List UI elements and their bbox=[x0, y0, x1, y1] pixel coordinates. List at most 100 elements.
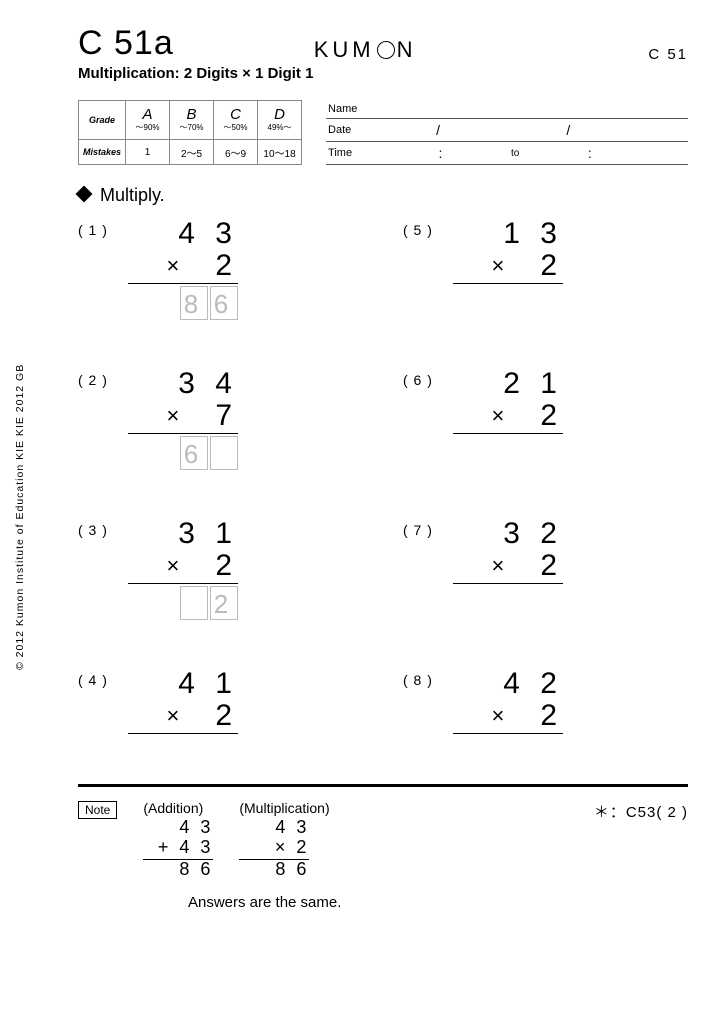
multiplication-example: (Multiplication) 4 3 × 2 8 6 bbox=[239, 801, 329, 880]
problem-body: 1 3×2 bbox=[453, 218, 563, 284]
grade-col-b: B bbox=[174, 107, 209, 122]
problem: ( 6 ) 2 1×2 bbox=[403, 368, 688, 470]
time-line[interactable]: Time : to : bbox=[326, 142, 688, 165]
to-label: to bbox=[511, 148, 519, 159]
mist-a: 1 bbox=[126, 140, 170, 165]
problem: ( 8 ) 4 2×2 bbox=[403, 668, 688, 734]
times-icon: × bbox=[491, 253, 510, 278]
problem-number: ( 5 ) bbox=[403, 218, 443, 238]
multiplier-row: ×2 bbox=[453, 250, 563, 282]
times-icon: × bbox=[491, 403, 510, 428]
slash-2: / bbox=[506, 122, 630, 138]
multiplicand: 4 3 bbox=[128, 218, 238, 250]
problem-rule bbox=[453, 283, 563, 284]
problem-number: ( 6 ) bbox=[403, 368, 443, 388]
problem: ( 5 ) 1 3×2 bbox=[403, 218, 688, 320]
name-line[interactable]: Name bbox=[326, 100, 688, 119]
multiplicand: 3 2 bbox=[453, 518, 563, 550]
multiplicand: 1 3 bbox=[453, 218, 563, 250]
problem-body: 4 2×2 bbox=[453, 668, 563, 734]
problem-number: ( 7 ) bbox=[403, 518, 443, 538]
answer-boxes[interactable]: 6 bbox=[128, 436, 238, 470]
mul-top: 4 3 bbox=[239, 818, 309, 838]
multiplier-row: ×2 bbox=[453, 700, 563, 732]
problem: ( 2 )3 4×76 bbox=[78, 368, 363, 470]
problem-rule bbox=[128, 283, 238, 284]
answer-box[interactable]: 8 bbox=[180, 286, 208, 320]
answer-box[interactable] bbox=[180, 586, 208, 620]
times-icon: × bbox=[491, 553, 510, 578]
problem-rule bbox=[128, 583, 238, 584]
multiplier-row: ×2 bbox=[128, 700, 238, 732]
add-res: 8 6 bbox=[143, 860, 213, 880]
multiplier-row: ×2 bbox=[453, 400, 563, 432]
header-row: C 51a KUMN C 51 bbox=[78, 24, 688, 63]
thick-rule bbox=[78, 784, 688, 787]
multiplicand: 2 1 bbox=[453, 368, 563, 400]
add-op: + 4 3 bbox=[143, 838, 213, 858]
add-top: 4 3 bbox=[143, 818, 213, 838]
problem-rule bbox=[128, 733, 238, 734]
multiplicand: 3 1 bbox=[128, 518, 238, 550]
same-note: Answers are the same. bbox=[188, 894, 688, 911]
answer-boxes[interactable]: 86 bbox=[128, 286, 238, 320]
grade-pct-c: ～50% bbox=[218, 122, 253, 133]
times-icon: × bbox=[166, 253, 185, 278]
grade-table: Grade A～90% B～70% C～50% D49%～ Mistakes 1… bbox=[78, 100, 302, 165]
problem: ( 1 ) 4 3×2 86 bbox=[78, 218, 363, 320]
problem-body: 3 4×76 bbox=[128, 368, 238, 470]
time-label: Time bbox=[328, 147, 370, 159]
multiplicand: 3 4 bbox=[128, 368, 238, 400]
brand-pre: KUM bbox=[314, 37, 375, 62]
addition-label: (Addition) bbox=[143, 801, 213, 816]
problem: ( 3 )3 1×22 bbox=[78, 518, 363, 620]
grade-pct-a: ～90% bbox=[130, 122, 165, 133]
problem-number: ( 1 ) bbox=[78, 218, 118, 238]
mist-d: 10～18 bbox=[258, 140, 302, 165]
page-code: C 51 bbox=[648, 46, 688, 63]
answer-boxes[interactable]: 2 bbox=[128, 586, 238, 620]
mist-b: 2～5 bbox=[170, 140, 214, 165]
answer-box[interactable]: 6 bbox=[210, 286, 238, 320]
problem-rule bbox=[453, 433, 563, 434]
problem: ( 4 ) 4 1×2 bbox=[78, 668, 363, 734]
problem-number: ( 2 ) bbox=[78, 368, 118, 388]
worksheet-subtitle: Multiplication: 2 Digits × 1 Digit 1 bbox=[78, 65, 688, 82]
times-icon: × bbox=[166, 553, 185, 578]
problem-body: 4 1×2 bbox=[128, 668, 238, 734]
multiplicand: 4 2 bbox=[453, 668, 563, 700]
meta-row: Grade A～90% B～70% C～50% D49%～ Mistakes 1… bbox=[78, 100, 688, 165]
multiplicand: 4 1 bbox=[128, 668, 238, 700]
diamond-icon bbox=[76, 186, 93, 203]
problem: ( 7 ) 3 2×2 bbox=[403, 518, 688, 620]
problems-grid: ( 1 )4 3×286( 5 )1 3×2( 2 )3 4×76( 6 )2 … bbox=[78, 218, 688, 734]
brand-o-icon bbox=[377, 41, 395, 59]
grade-col-c: C bbox=[218, 107, 253, 122]
problem-number: ( 4 ) bbox=[78, 668, 118, 688]
answer-box[interactable] bbox=[210, 436, 238, 470]
worksheet-code: C 51a bbox=[78, 24, 174, 63]
times-icon: × bbox=[491, 703, 510, 728]
addition-example: (Addition) 4 3 + 4 3 8 6 bbox=[143, 801, 213, 880]
grade-col-d: D bbox=[262, 107, 297, 122]
mul-op: × 2 bbox=[239, 838, 309, 858]
multiplier-row: ×2 bbox=[128, 250, 238, 282]
grade-col-a: A bbox=[130, 107, 165, 122]
problem-rule bbox=[453, 583, 563, 584]
date-line[interactable]: Date / / bbox=[326, 119, 688, 142]
mist-c: 6～9 bbox=[214, 140, 258, 165]
problem-body: 3 2×2 bbox=[453, 518, 563, 584]
mul-res: 8 6 bbox=[239, 860, 309, 880]
problem-number: ( 8 ) bbox=[403, 668, 443, 688]
brand-logo: KUMN bbox=[314, 37, 649, 63]
problem-body: 3 1×2 2 bbox=[128, 518, 238, 620]
problem-body: 2 1×2 bbox=[453, 368, 563, 434]
multiplier-row: ×2 bbox=[128, 550, 238, 582]
answer-box[interactable]: 2 bbox=[210, 586, 238, 620]
multiplier-row: ×2 bbox=[453, 550, 563, 582]
multiplication-label: (Multiplication) bbox=[239, 801, 329, 816]
grade-pct-b: ～70% bbox=[174, 122, 209, 133]
name-block: Name Date / / Time : to : bbox=[326, 100, 688, 165]
answer-box[interactable]: 6 bbox=[180, 436, 208, 470]
times-icon: × bbox=[166, 403, 185, 428]
